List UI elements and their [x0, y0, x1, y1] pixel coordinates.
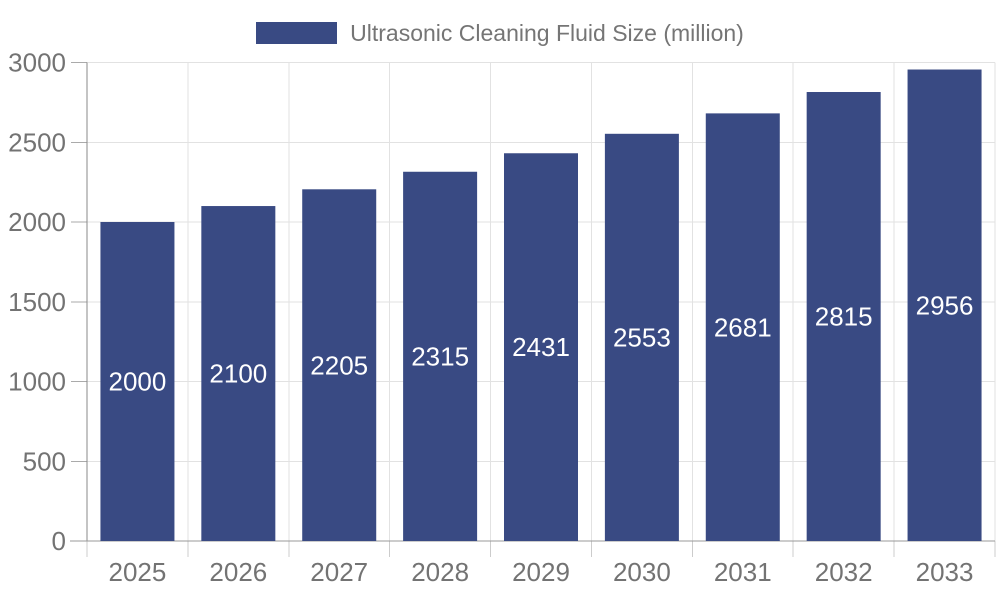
x-tick-label: 2029 — [512, 557, 570, 587]
bar-2032 — [806, 92, 881, 541]
x-tick-label: 2031 — [714, 557, 772, 587]
x-tick-label: 2028 — [411, 557, 469, 587]
y-tick-label: 3000 — [8, 48, 66, 78]
bar-value-label: 2815 — [815, 302, 873, 332]
bar-2025 — [100, 222, 175, 541]
bar-2027 — [302, 189, 377, 542]
y-tick-label: 1000 — [8, 367, 66, 397]
bar-2031 — [705, 113, 780, 542]
bar-value-label: 2553 — [613, 322, 671, 352]
x-tick-label: 2030 — [613, 557, 671, 587]
bar-2029 — [504, 153, 578, 541]
legend-swatch[interactable] — [256, 22, 338, 44]
bar-2033 — [907, 69, 982, 541]
bar-value-label: 2681 — [714, 312, 772, 342]
bar-value-label: 2431 — [512, 332, 570, 362]
y-tick-label: 0 — [52, 526, 66, 556]
x-tick-label: 2032 — [815, 557, 873, 587]
y-tick-label: 2500 — [8, 127, 66, 157]
bar-2028 — [403, 171, 478, 541]
y-tick-label: 2000 — [8, 207, 66, 237]
y-tick-label: 500 — [23, 446, 66, 476]
bar-value-label: 2315 — [411, 341, 469, 371]
bar-value-label: 2205 — [310, 350, 368, 380]
bar-value-label: 2000 — [109, 367, 167, 397]
legend-series-label[interactable]: Ultrasonic Cleaning Fluid Size (million) — [350, 20, 744, 46]
bar-value-label: 2100 — [209, 359, 267, 389]
bar-2026 — [201, 206, 276, 542]
legend[interactable]: Ultrasonic Cleaning Fluid Size (million) — [0, 20, 1000, 46]
y-tick-label: 1500 — [8, 287, 66, 317]
x-tick-label: 2025 — [109, 557, 167, 587]
bar-value-label: 2956 — [916, 290, 974, 320]
x-tick-label: 2027 — [310, 557, 368, 587]
x-tick-label: 2026 — [209, 557, 267, 587]
x-tick-label: 2033 — [916, 557, 974, 587]
bar-2030 — [604, 133, 679, 541]
